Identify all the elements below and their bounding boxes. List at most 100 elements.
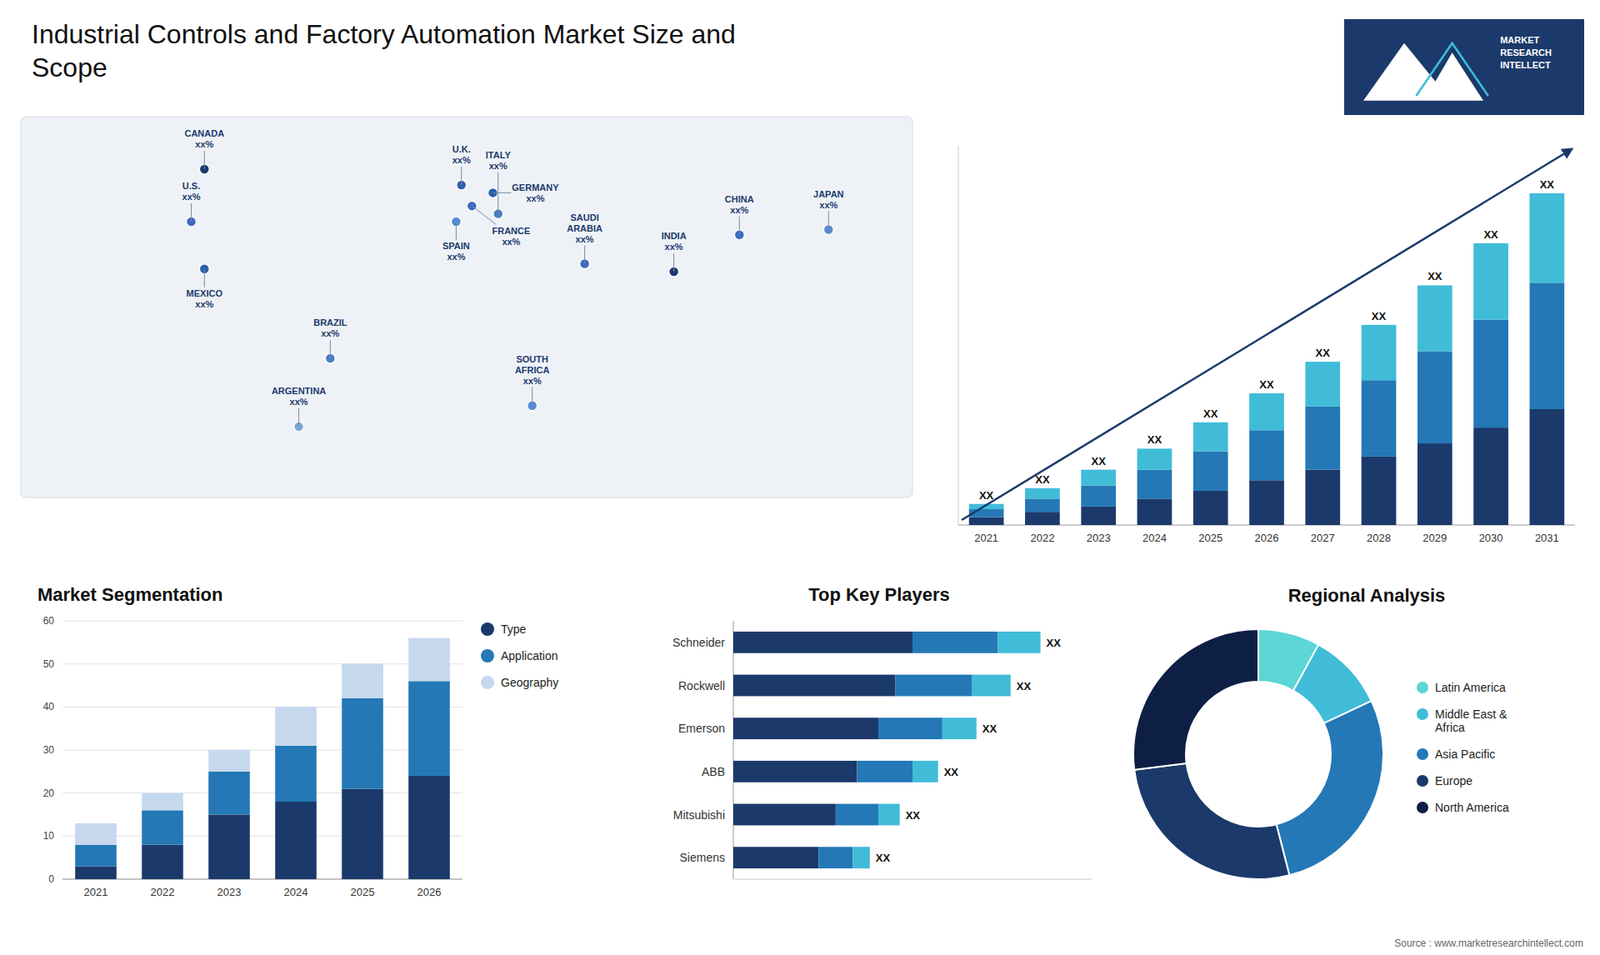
- chart-title: Top Key Players: [808, 584, 950, 605]
- country-label: SOUTHAFRICAxx%: [515, 354, 550, 386]
- text-line: xx%: [195, 139, 214, 150]
- y-tick-label: 10: [43, 830, 55, 842]
- bar-segment: [1080, 470, 1116, 486]
- bar-annotation: XX: [1259, 378, 1275, 391]
- text-line: XX: [1540, 178, 1555, 191]
- text-line: 2021: [84, 885, 109, 899]
- x-tick-label: 2021: [84, 885, 109, 899]
- bar-segment: [341, 664, 384, 699]
- text-line: 2030: [1479, 531, 1504, 545]
- leader-line: [204, 269, 205, 288]
- x-tick-label: 2022: [1030, 531, 1055, 545]
- legend-swatch: [480, 649, 495, 663]
- x-tick-label: 2030: [1479, 531, 1504, 545]
- bar-segment: [1025, 488, 1060, 500]
- country-label: U.S.xx%: [182, 180, 201, 202]
- text-line: 2027: [1310, 531, 1335, 545]
- bar-segment: [275, 706, 317, 746]
- text-line: Market Segmentation: [37, 584, 224, 605]
- legend-swatch: [1416, 775, 1429, 787]
- bar-segment: [878, 804, 900, 826]
- y-tick-label: 0: [48, 873, 55, 885]
- x-tick-label: 2026: [1255, 531, 1280, 545]
- text-line: ARABIA: [566, 223, 603, 234]
- x-tick-label: 2023: [217, 885, 242, 899]
- text-line: xx%: [501, 236, 520, 247]
- text-line: SOUTH: [515, 354, 549, 365]
- bar-segment: [208, 815, 250, 880]
- bar-segment: [1249, 480, 1285, 525]
- leader-line: [190, 203, 192, 222]
- bar-segment: [208, 771, 250, 815]
- text-line: CANADA: [184, 128, 225, 139]
- bar-segment: [1361, 325, 1397, 380]
- bar-segment: [1249, 430, 1285, 480]
- bars: [75, 638, 450, 880]
- y-tick-label: Emerson: [678, 721, 725, 735]
- bar-segment: [141, 845, 184, 880]
- map-labels: CANADAxx%U.S.xx%MEXICOxx%BRAZILxx%ARGENT…: [182, 128, 845, 427]
- y-tick-label: ABB: [701, 765, 725, 779]
- bar-segment: [1361, 380, 1397, 457]
- bar-segment: [208, 750, 250, 772]
- leader-line: [497, 172, 499, 215]
- chart-title: Market Segmentation: [37, 584, 224, 605]
- bar-segment: [1137, 470, 1173, 500]
- text-line: Type: [500, 622, 527, 636]
- text-line: XX: [1147, 433, 1163, 446]
- bar-segment: [1417, 350, 1453, 444]
- bar-segment: [733, 760, 857, 783]
- text-line: XX: [944, 765, 960, 779]
- bar-segment: [1417, 285, 1453, 351]
- bar-segment: [408, 638, 450, 682]
- text-line: Emerson: [678, 721, 725, 735]
- x-tick-label: 2024: [1142, 531, 1167, 545]
- bar-segment: [856, 760, 913, 783]
- y-tick-label: Mitsubishi: [673, 808, 725, 822]
- x-tick-label: 2022: [150, 885, 175, 899]
- logo-shape: [1363, 43, 1484, 101]
- text-line: xx%: [730, 205, 749, 215]
- bar-segment: [1080, 485, 1116, 507]
- legend-swatch: [1416, 681, 1429, 694]
- legend-label: Asia Pacific: [1435, 747, 1495, 761]
- chart-canvas: Industrial Controls and Factory Automati…: [0, 0, 1600, 955]
- bar-annotation: XX: [875, 851, 891, 865]
- text-line: XX: [1483, 228, 1499, 241]
- text-line: xx%: [182, 191, 201, 202]
- text-line: FRANCE: [491, 225, 530, 236]
- text-line: 2024: [1142, 531, 1167, 545]
- map-points: [186, 164, 835, 432]
- legend-swatch: [1416, 748, 1429, 760]
- page-title: Industrial Controls and Factory Automati…: [31, 19, 736, 83]
- bar-segment: [1080, 506, 1116, 525]
- grid-line: [62, 706, 463, 708]
- legend-label: Europe: [1435, 774, 1473, 788]
- text-line: MARKET: [1500, 35, 1540, 45]
- text-line: xx%: [320, 328, 340, 339]
- legend: TypeApplicationGeography: [480, 622, 559, 690]
- text-line: SPAIN: [442, 240, 470, 251]
- grid-line: [62, 750, 463, 751]
- bar-annotation: XX: [1016, 680, 1032, 693]
- text-line: XX: [982, 722, 998, 735]
- bars: [969, 193, 1565, 525]
- text-line: XX: [1016, 680, 1032, 693]
- text-line: 2023: [217, 885, 242, 899]
- bar-segment: [1305, 361, 1340, 407]
- text-line: Latin America: [1435, 680, 1506, 695]
- bar-segment: [1530, 193, 1565, 283]
- chart-title: Regional Analysis: [1288, 585, 1446, 606]
- bar-segment: [408, 775, 450, 880]
- text-line: xx%: [446, 251, 465, 262]
- legend-label: Application: [500, 649, 559, 663]
- legend-label: North America: [1435, 800, 1510, 815]
- text-line: 10: [43, 830, 55, 842]
- bar-annotation: XX: [1483, 228, 1499, 241]
- leader-line: [455, 221, 457, 240]
- text-line: Scope: [31, 52, 108, 83]
- text-line: XX: [1427, 270, 1443, 283]
- bar-annotation: XX: [1091, 455, 1107, 468]
- text-line: 40: [43, 700, 55, 713]
- y-tick-label: Schneider: [672, 635, 725, 650]
